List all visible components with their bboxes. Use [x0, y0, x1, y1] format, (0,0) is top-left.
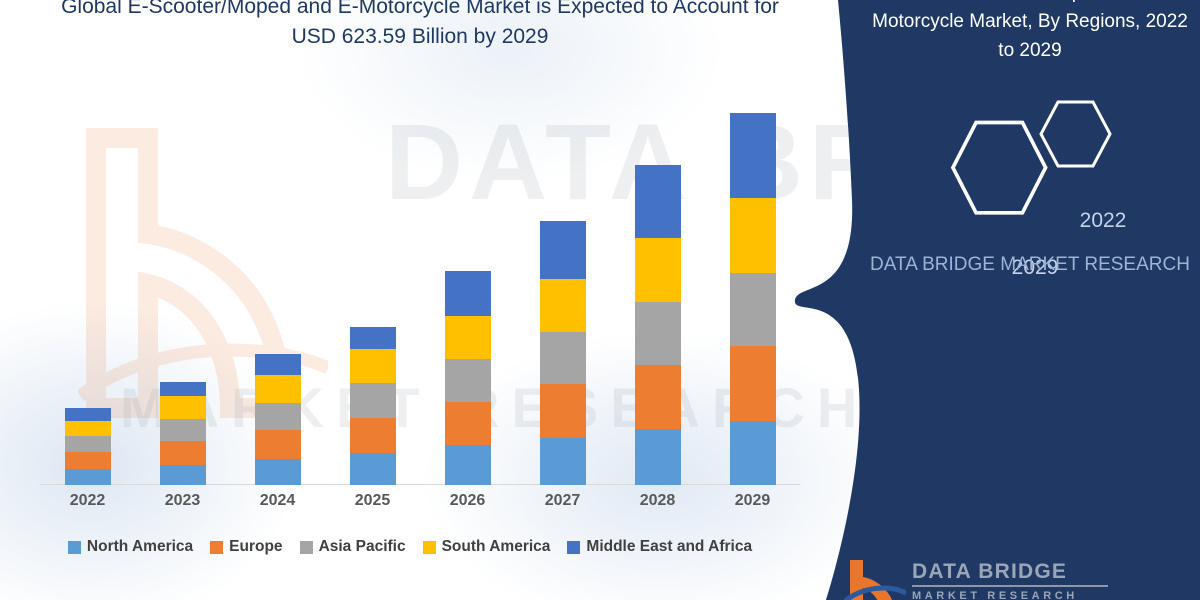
- bar-segment: [159, 418, 206, 442]
- bar-segment: [634, 302, 681, 366]
- bar-column-2028: [634, 165, 681, 485]
- bar-segment: [349, 349, 396, 384]
- bar-segment: [729, 345, 776, 421]
- legend-item[interactable]: Asia Pacific: [299, 538, 406, 556]
- bar-segment: [349, 452, 396, 485]
- bar-segment: [539, 384, 586, 438]
- bar-segment: [634, 165, 681, 238]
- bar-segment: [729, 420, 776, 485]
- legend-item[interactable]: North America: [67, 538, 194, 556]
- headline-title: Global E-Scooter/Moped and E-Motorcycle …: [61, 0, 779, 48]
- logo-divider: [912, 585, 1108, 587]
- bar-segment: [539, 278, 586, 333]
- bar-segment: [254, 402, 301, 431]
- bar-segment: [729, 273, 776, 346]
- bar-segment: [539, 332, 586, 385]
- bar-segment: [254, 430, 301, 460]
- bar-column-2029: [729, 112, 776, 485]
- chart-plot-area: [40, 100, 800, 485]
- hexagon-badges: 2029 2022: [908, 92, 1158, 279]
- bar-segment: [634, 429, 681, 485]
- data-bridge-logo: DATA BRIDGE MARKET RESEARCH: [840, 556, 1200, 600]
- bar-column-2022: [64, 408, 111, 485]
- bar-segment: [729, 112, 776, 199]
- bar-segment: [64, 451, 111, 469]
- bar-column-2024: [254, 353, 301, 485]
- legend-swatch: [67, 540, 81, 554]
- bar-segment: [254, 459, 301, 485]
- bar-column-2027: [539, 220, 586, 485]
- x-axis-label-2028: 2028: [639, 492, 676, 509]
- x-axis-label-2026: 2026: [449, 492, 486, 509]
- chart-panel: DATA BRIDGE MARKET RESEARCH Global E-Sco…: [0, 0, 860, 600]
- legend-swatch: [299, 540, 313, 554]
- bar-segment: [444, 401, 491, 446]
- legend-swatch: [210, 540, 224, 554]
- bar-segment: [64, 420, 111, 436]
- logo-text-block: DATA BRIDGE MARKET RESEARCH: [912, 559, 1192, 600]
- bar-segment: [159, 464, 206, 485]
- legend-label: Middle East and Africa: [586, 538, 753, 555]
- logo-title: DATA BRIDGE: [912, 560, 1068, 583]
- hexagon-label-2029: 2029: [1011, 256, 1059, 279]
- bar-segment: [729, 198, 776, 274]
- bar-segment: [349, 417, 396, 453]
- x-axis-line: [40, 484, 800, 485]
- bar-segment: [634, 365, 681, 430]
- logo-subtitle: MARKET RESEARCH: [912, 590, 1078, 600]
- bar-segment: [159, 382, 206, 397]
- x-axis-labels: 2022 2023 2024 2025 2026 2027 2028 2029: [40, 492, 800, 516]
- legend-item[interactable]: Europe: [210, 538, 283, 556]
- bar-segment: [64, 408, 111, 421]
- bar-segment: [64, 468, 111, 485]
- bar-segment: [64, 435, 111, 452]
- x-axis-label-2027: 2027: [544, 492, 581, 509]
- legend-label: South America: [441, 538, 551, 555]
- side-panel-brand: DATA BRIDGE MARKET RESEARCH: [870, 254, 1190, 275]
- legend-swatch: [567, 540, 581, 554]
- bar-segment: [539, 437, 586, 485]
- hexagon-label-2022: 2022: [1079, 209, 1127, 232]
- bridge-mark-icon: [844, 560, 906, 600]
- bar-segment: [254, 374, 301, 403]
- bar-segment: [444, 316, 491, 359]
- legend-swatch: [422, 540, 436, 554]
- legend-label: Asia Pacific: [318, 538, 406, 555]
- legend-item[interactable]: Middle East and Africa: [567, 538, 752, 556]
- hexagon-outlines-icon: [950, 100, 1112, 215]
- legend-label: Europe: [229, 538, 283, 555]
- legend-item[interactable]: South America: [422, 538, 551, 556]
- chart-legend: North America Europe Asia Pacific South Ame…: [0, 538, 820, 556]
- bar-segment: [159, 396, 206, 419]
- x-axis-label-2029: 2029: [734, 492, 771, 509]
- bar-segment: [444, 271, 491, 317]
- bar-segment: [159, 441, 206, 465]
- bar-segment: [634, 237, 681, 303]
- bar-segment: [444, 445, 491, 485]
- bar-segment: [349, 326, 396, 350]
- navy-panel-content: Global E-Scooter/Moped and E-Motorcycle …: [860, 0, 1200, 600]
- x-axis-label-2024: 2024: [259, 492, 296, 509]
- legend-label: North America: [86, 538, 194, 555]
- bar-segment: [444, 358, 491, 402]
- bar-column-2025: [349, 326, 396, 485]
- side-panel-title: Global E-Scooter/Moped and E-Motorcycle …: [872, 0, 1188, 61]
- bar-column-2026: [444, 271, 491, 485]
- x-axis-label-2022: 2022: [69, 492, 106, 509]
- bar-segment: [539, 220, 586, 279]
- x-axis-label-2025: 2025: [354, 492, 391, 509]
- x-axis-label-2023: 2023: [164, 492, 201, 509]
- bar-column-2023: [159, 382, 206, 485]
- bar-segment: [349, 383, 396, 418]
- bar-segment: [254, 353, 301, 375]
